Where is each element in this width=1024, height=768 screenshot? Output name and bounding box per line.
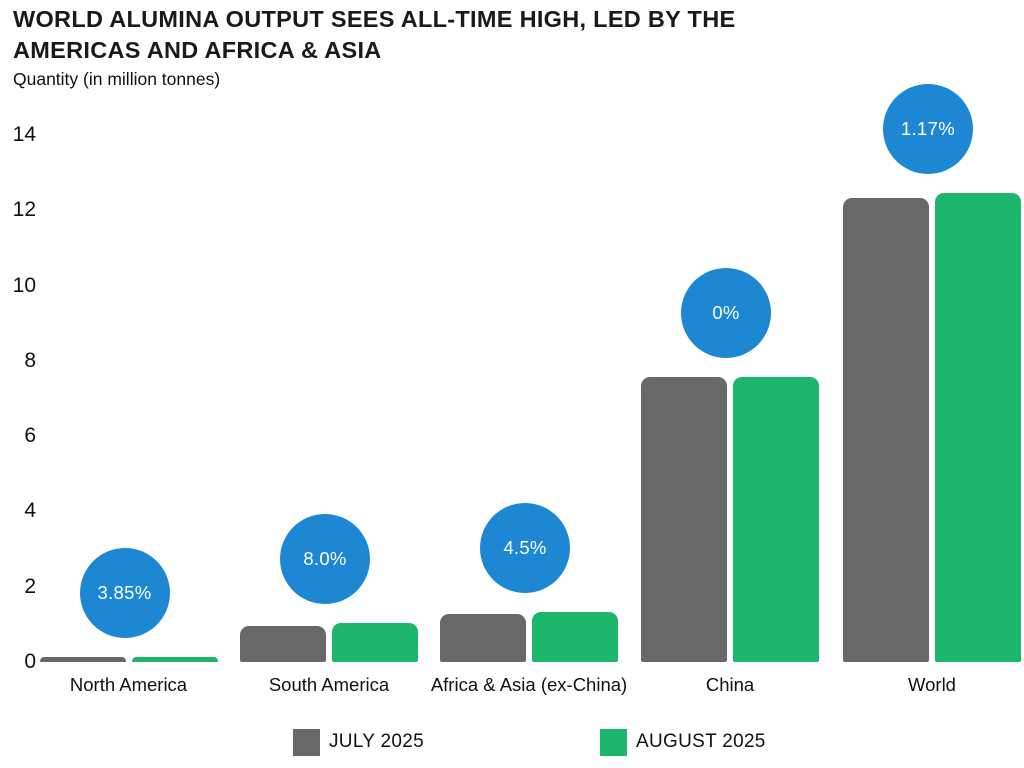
- bar-july-2025-china: [641, 377, 727, 662]
- y-tick-label-4: 4: [24, 499, 36, 523]
- bar-july-2025-north-america: [39, 657, 126, 662]
- legend-label-august-2025: AUGUST 2025: [636, 731, 766, 752]
- bar-august-2025-africa-asia-ex-china: [532, 612, 618, 662]
- legend-swatch-august-2025: [600, 728, 627, 756]
- chart-legend: JULY 2025 AUGUST 2025: [0, 728, 1024, 758]
- pct-change-badge-china: 0%: [681, 268, 771, 359]
- bar-august-2025-south-america: [332, 623, 418, 662]
- legend-item-august-2025: AUGUST 2025: [600, 728, 766, 756]
- bar-july-2025-south-america: [240, 626, 326, 662]
- x-category-label-north-america: North America: [69, 674, 188, 695]
- y-tick-label-10: 10: [12, 273, 36, 297]
- legend-item-july-2025: JULY 2025: [293, 728, 424, 756]
- bar-august-2025-north-america: [131, 657, 218, 662]
- chart-subtitle: Quantity (in million tonnes): [13, 69, 221, 89]
- y-tick-label-12: 12: [12, 198, 36, 222]
- y-tick-label-8: 8: [24, 348, 36, 372]
- chart-title-line-2: AMERICAS AND AFRICA & ASIA: [13, 37, 382, 63]
- x-category-label-south-america: South America: [268, 674, 390, 695]
- pct-change-badge-africa-asia-ex-china: 4.5%: [480, 502, 570, 593]
- bar-july-2025-africa-asia-ex-china: [440, 614, 526, 662]
- bar-august-2025-china: [733, 377, 819, 662]
- legend-swatch-july-2025: [293, 728, 320, 756]
- chart-header: WORLD ALUMINA OUTPUT SEES ALL-TIME HIGH,…: [13, 4, 873, 90]
- y-tick-label-0: 0: [24, 650, 36, 673]
- pct-change-badge-world: 1.17%: [883, 84, 973, 174]
- pct-change-badge-north-america: 3.85%: [79, 547, 170, 638]
- y-tick-label-2: 2: [24, 574, 36, 598]
- y-tick-label-14: 14: [12, 123, 36, 147]
- y-tick-label-6: 6: [24, 424, 36, 448]
- pct-change-badge-south-america: 8.0%: [280, 514, 370, 605]
- chart-title-line-1: WORLD ALUMINA OUTPUT SEES ALL-TIME HIGH,…: [13, 6, 736, 32]
- bar-august-2025-world: [935, 193, 1021, 662]
- bar-july-2025-world: [843, 198, 929, 662]
- x-category-label-africa-asia-ex-china: Africa & Asia (ex-China): [430, 674, 628, 695]
- x-category-label-china: China: [705, 674, 755, 695]
- legend-label-july-2025: JULY 2025: [329, 731, 424, 752]
- x-category-label-world: World: [908, 674, 956, 695]
